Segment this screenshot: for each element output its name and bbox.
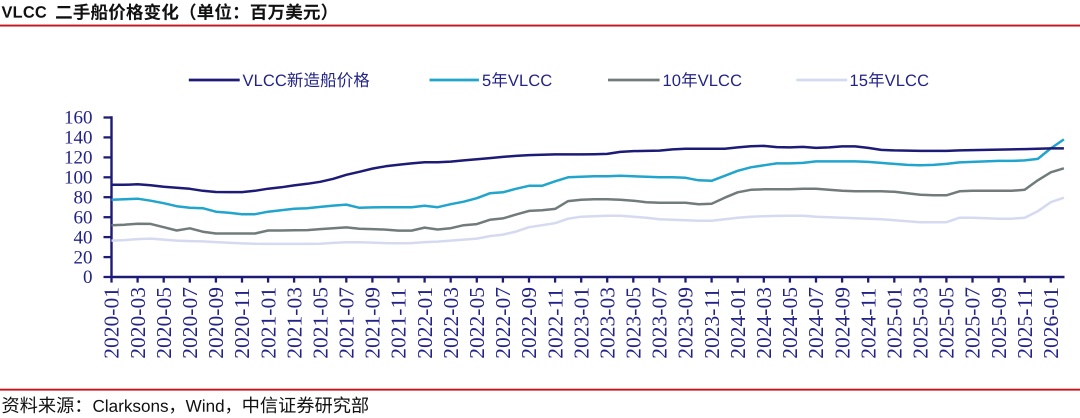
svg-text:2023-11: 2023-11 (700, 288, 724, 359)
svg-text:160: 160 (64, 108, 93, 129)
svg-text:2025-09: 2025-09 (987, 287, 1011, 359)
svg-text:2024-03: 2024-03 (752, 287, 776, 359)
svg-text:2021-07: 2021-07 (335, 287, 359, 359)
svg-text:2022-09: 2022-09 (517, 287, 541, 359)
svg-text:2023-05: 2023-05 (622, 287, 646, 359)
svg-text:2021-05: 2021-05 (308, 287, 332, 359)
svg-text:2024-09: 2024-09 (830, 287, 854, 359)
svg-text:2023-09: 2023-09 (674, 287, 698, 359)
svg-text:2025-07: 2025-07 (961, 287, 985, 359)
svg-text:2022-01: 2022-01 (413, 287, 437, 359)
svg-text:2023-01: 2023-01 (569, 287, 593, 359)
svg-text:100: 100 (64, 168, 93, 189)
svg-text:2021-01: 2021-01 (256, 287, 280, 359)
svg-text:2022-07: 2022-07 (491, 287, 515, 359)
svg-text:2021-09: 2021-09 (361, 287, 385, 359)
svg-text:2024-05: 2024-05 (778, 287, 802, 359)
svg-text:2022-11: 2022-11 (543, 288, 567, 359)
svg-text:2023-03: 2023-03 (595, 287, 619, 359)
svg-text:2021-11: 2021-11 (387, 288, 411, 359)
svg-text:40: 40 (74, 227, 93, 248)
svg-text:2022-03: 2022-03 (439, 287, 463, 359)
svg-text:2024-01: 2024-01 (726, 287, 750, 359)
svg-text:2025-11: 2025-11 (1013, 288, 1037, 359)
svg-text:2020-09: 2020-09 (204, 287, 228, 359)
svg-text:2021-03: 2021-03 (282, 287, 306, 359)
svg-text:2025-01: 2025-01 (883, 287, 907, 359)
svg-text:0: 0 (83, 267, 93, 288)
svg-text:2025-03: 2025-03 (909, 287, 933, 359)
svg-text:20: 20 (74, 247, 93, 268)
svg-text:2020-01: 2020-01 (100, 287, 124, 359)
svg-text:80: 80 (74, 187, 93, 208)
svg-text:2025-05: 2025-05 (935, 287, 959, 359)
svg-text:2020-03: 2020-03 (126, 287, 150, 359)
svg-text:2020-05: 2020-05 (152, 287, 176, 359)
svg-text:2022-05: 2022-05 (465, 287, 489, 359)
svg-text:2023-07: 2023-07 (648, 287, 672, 359)
svg-text:2026-01: 2026-01 (1039, 287, 1063, 359)
svg-text:2024-07: 2024-07 (804, 287, 828, 359)
svg-text:140: 140 (64, 128, 93, 149)
svg-text:60: 60 (74, 207, 93, 228)
svg-text:2020-07: 2020-07 (178, 287, 202, 359)
svg-text:2024-11: 2024-11 (856, 288, 880, 359)
svg-text:120: 120 (64, 148, 93, 169)
svg-text:2020-11: 2020-11 (230, 288, 254, 359)
